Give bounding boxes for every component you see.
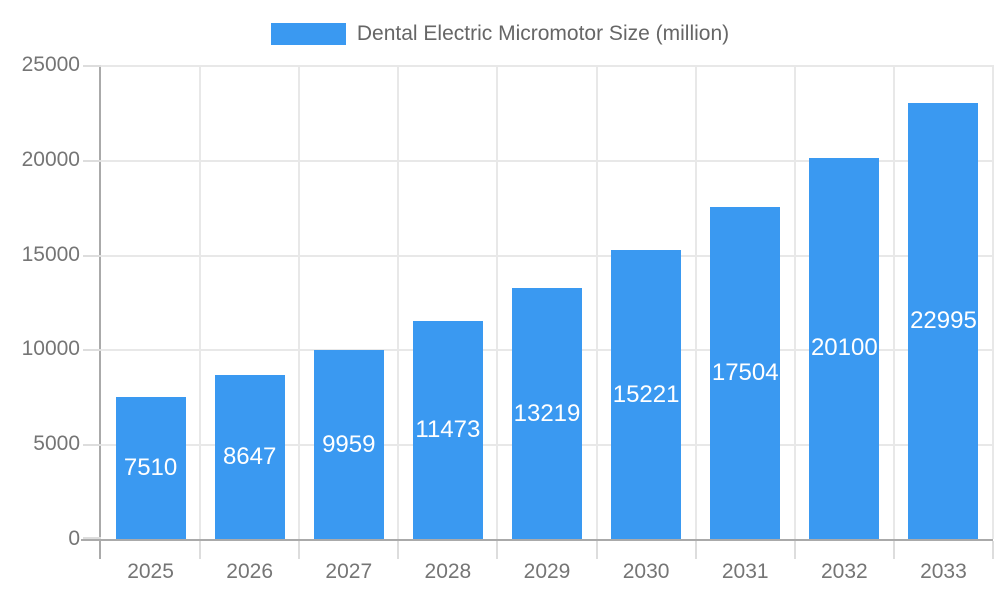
y-axis-tick-label: 25000: [21, 53, 80, 76]
y-axis-tick-mark: [83, 65, 101, 67]
bar-value-label: 22995: [910, 307, 977, 334]
y-axis-tick-label: 15000: [21, 242, 80, 266]
bar-value-label: 9959: [322, 430, 376, 458]
bar-2033: 22995: [908, 103, 979, 539]
bar-2032: 20100: [809, 157, 880, 539]
gridline-vertical: [397, 65, 400, 539]
y-axis-tick-label: 20000: [21, 147, 80, 171]
x-axis-tick-mark: [199, 541, 202, 559]
gridline-horizontal: [101, 65, 993, 67]
gridline-vertical: [199, 65, 202, 539]
x-axis-tick-mark: [595, 541, 598, 559]
bar-2026: 8647: [214, 375, 285, 539]
y-axis-tick-mark: [83, 444, 101, 447]
x-axis-tick-mark: [694, 541, 697, 559]
x-axis-tick-label: 2032: [820, 560, 868, 583]
plot-area: 0 5000 10000 15000 20000 25000 7510 2025 8647 202…: [22, 53, 994, 583]
gridline-vertical: [892, 65, 895, 539]
gridline-horizontal: [101, 159, 993, 162]
x-axis-tick-label: 2033: [920, 560, 967, 583]
bar-value-label: 17504: [711, 359, 779, 387]
bar-2030: 15221: [611, 250, 682, 539]
legend-label: Dental Electric Micromotor Size (million…: [356, 22, 730, 45]
legend-swatch: [270, 23, 346, 45]
gridline-vertical: [298, 65, 301, 539]
bar-value-label: 8647: [222, 443, 277, 471]
x-axis-tick-label: 2030: [622, 560, 670, 583]
bar-value-label: 15221: [612, 380, 680, 408]
bar-2028: 11473: [412, 321, 483, 539]
y-axis-tick-label: 0: [68, 527, 80, 550]
bar-value-label: 7510: [123, 453, 178, 481]
x-axis-tick-mark: [298, 541, 301, 559]
bar-value-label: 13219: [513, 399, 581, 427]
x-axis-tick-label: 2028: [424, 560, 472, 583]
bar-value-label: 20100: [810, 334, 878, 362]
bar-2031: 17504: [710, 207, 781, 539]
gridline-vertical: [595, 65, 598, 539]
gridline-vertical: [694, 65, 697, 539]
y-axis-tick-label: 10000: [21, 337, 80, 361]
y-axis-line: [99, 65, 101, 559]
x-axis-tick-label: 2029: [523, 560, 571, 583]
bar-2025: 7510: [115, 396, 186, 539]
gridline-vertical: [793, 65, 796, 539]
x-axis-tick-mark: [496, 541, 499, 559]
x-axis-tick-mark: [992, 541, 994, 559]
x-axis-tick-label: 2025: [127, 560, 174, 583]
bar-2029: 13219: [512, 288, 582, 539]
y-axis-tick-label: 5000: [33, 432, 80, 456]
x-axis-tick-label: 2031: [721, 560, 769, 583]
x-axis-tick-mark: [793, 541, 796, 559]
y-axis-tick-mark: [83, 159, 101, 162]
y-axis-tick-mark: [83, 254, 101, 257]
x-axis-tick-mark: [397, 541, 400, 559]
bar-value-label: 11473: [415, 416, 481, 444]
x-axis-line: [81, 539, 993, 541]
x-axis-tick-label: 2027: [325, 560, 373, 583]
x-axis-tick-label: 2026: [226, 560, 274, 583]
legend[interactable]: Dental Electric Micromotor Size (million…: [0, 22, 1000, 46]
gridline-vertical: [496, 65, 499, 539]
gridline-vertical: [992, 65, 994, 539]
gridline-horizontal: [101, 254, 993, 257]
x-axis-tick-mark: [892, 541, 895, 559]
y-axis-tick-mark: [83, 349, 101, 352]
bar-2027: 9959: [313, 350, 384, 539]
y-axis-tick-mark: [83, 537, 101, 539]
